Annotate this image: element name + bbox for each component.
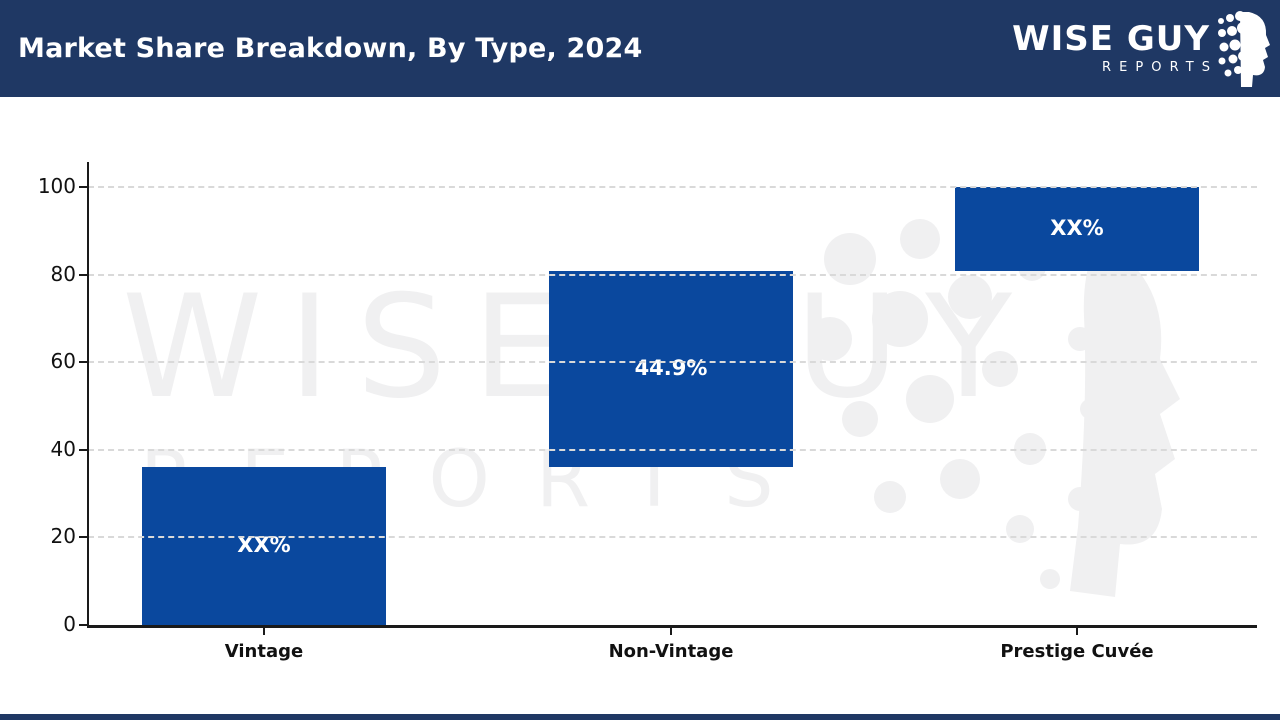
y-tick-mark (79, 273, 87, 276)
bar-value-label: 44.9% (634, 355, 708, 380)
y-tick-mark (79, 361, 87, 364)
y-tick-label: 60 (50, 349, 76, 374)
y-tick-mark (79, 448, 87, 451)
y-tick-label: 0 (63, 612, 76, 636)
y-tick-mark (79, 186, 87, 188)
bar (955, 187, 1199, 271)
bar (549, 270, 793, 468)
wiseguy-logo: WISE GUY REPORTS (1012, 9, 1272, 89)
x-category-label: Prestige Cuvée (1000, 641, 1154, 662)
y-gridline (88, 273, 1257, 276)
logo-wordmark-line2: REPORTS (1102, 59, 1219, 75)
y-tick-label: 20 (50, 524, 76, 549)
bar-value-label: XX% (1050, 215, 1104, 240)
x-category-label: Vintage (224, 641, 304, 662)
logo-wordmark: WISE GUY REPORTS (1012, 19, 1210, 74)
x-tick-mark (670, 627, 672, 635)
bar (142, 467, 386, 625)
y-tick-mark (79, 624, 87, 626)
x-tick-mark (1076, 627, 1078, 635)
y-tick-label: 40 (50, 436, 76, 461)
y-tick-mark (79, 536, 87, 539)
y-gridline (88, 536, 1257, 539)
logo-wordmark-line1: WISE GUY (1012, 19, 1210, 60)
y-gridline (88, 186, 1257, 188)
y-tick-label: 80 (50, 261, 76, 286)
page-title: Market Share Breakdown, By Type, 2024 (18, 33, 643, 64)
x-category-label: Non-Vintage (608, 641, 734, 662)
header-bar: Market Share Breakdown, By Type, 2024 WI… (0, 0, 1280, 97)
watermark-head-icon (808, 209, 1180, 597)
x-axis-line (87, 625, 1257, 628)
plot-area: WISE GUY REPORTS 0 20 40 60 80 100 XX% 44.9% XX%… (0, 97, 1280, 714)
y-gridline (88, 361, 1257, 364)
y-tick-label: 100 (37, 174, 76, 198)
logo-head-icon (1218, 10, 1270, 87)
footer-bar (0, 714, 1280, 720)
x-tick-mark (263, 627, 265, 635)
y-axis-line (87, 162, 89, 627)
y-gridline (88, 448, 1257, 451)
